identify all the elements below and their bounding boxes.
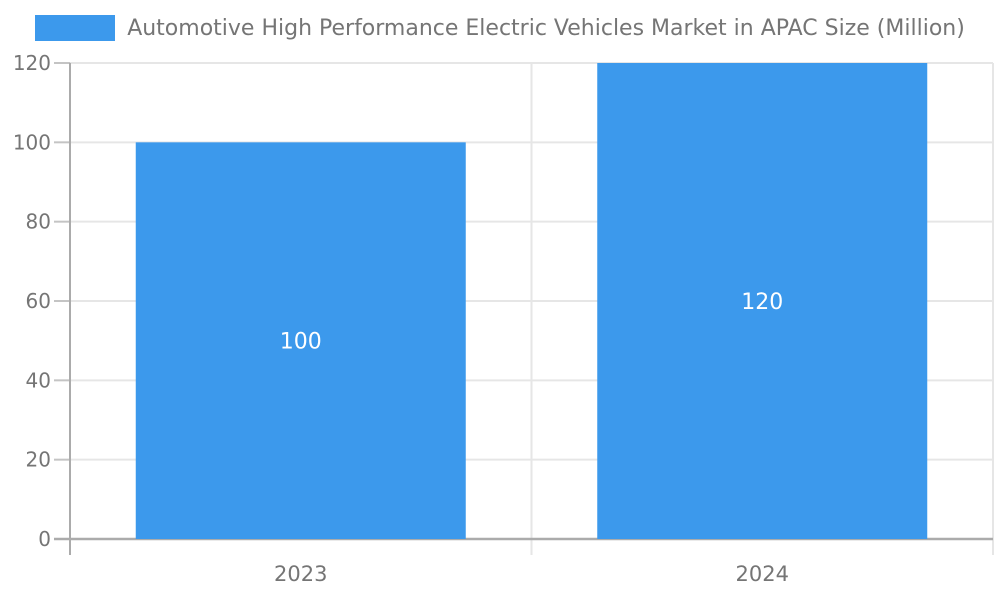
x-tick-label: 2023 <box>274 562 327 586</box>
y-tick-label: 20 <box>26 448 51 472</box>
legend-label: Automotive High Performance Electric Veh… <box>127 15 965 41</box>
bar-2024[interactable] <box>597 63 928 539</box>
y-tick-label: 120 <box>13 51 51 75</box>
legend-swatch <box>35 15 116 41</box>
y-tick-label: 100 <box>13 130 51 154</box>
bar-value-label: 120 <box>741 290 783 315</box>
y-tick-label: 60 <box>26 289 51 313</box>
legend[interactable]: Automotive High Performance Electric Veh… <box>0 15 1000 41</box>
y-tick-label: 40 <box>26 368 51 392</box>
y-tick-label: 80 <box>26 210 51 234</box>
bar-2023[interactable] <box>135 142 466 540</box>
x-tick-label: 2024 <box>736 562 789 586</box>
bar-value-label: 100 <box>280 330 322 355</box>
y-tick-label: 0 <box>38 527 51 551</box>
